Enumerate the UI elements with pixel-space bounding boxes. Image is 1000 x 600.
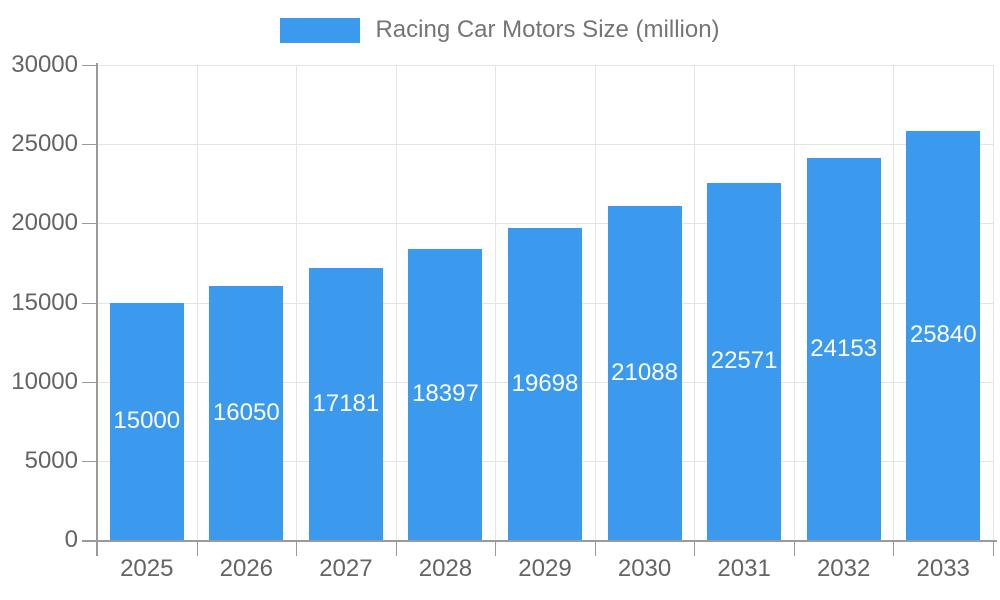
- x-axis-line: [82, 540, 997, 542]
- bar[interactable]: [806, 157, 881, 540]
- x-axis-label: 2031: [717, 555, 771, 582]
- y-axis-label: 0: [64, 526, 78, 553]
- x-axis-label: 2033: [916, 555, 970, 582]
- x-axis-tick: [495, 540, 497, 556]
- legend-swatch: [280, 17, 361, 43]
- x-axis-label: 2027: [319, 555, 373, 582]
- x-axis-tick: [694, 540, 696, 556]
- x-axis-label: 2025: [120, 555, 174, 582]
- x-axis-tick: [594, 540, 596, 556]
- legend-label: Racing Car Motors Size (million): [375, 16, 720, 43]
- x-axis-tick: [793, 540, 795, 556]
- x-gridline: [495, 65, 497, 540]
- y-axis-tick: [82, 302, 97, 304]
- y-gridline: [97, 223, 993, 225]
- y-axis-tick: [82, 65, 97, 66]
- y-axis-tick: [82, 381, 97, 383]
- bar[interactable]: [209, 285, 284, 540]
- chart-legend[interactable]: Racing Car Motors Size (million): [0, 16, 1000, 44]
- bar[interactable]: [109, 302, 184, 540]
- bar[interactable]: [906, 130, 981, 540]
- x-axis-label: 2026: [219, 555, 274, 582]
- x-gridline: [296, 65, 298, 540]
- bar[interactable]: [408, 248, 483, 540]
- y-axis-label: 10000: [11, 367, 78, 395]
- x-axis-tick: [196, 540, 198, 556]
- bar[interactable]: [508, 228, 582, 540]
- x-axis-label: 2029: [518, 555, 572, 582]
- y-gridline: [97, 144, 993, 146]
- x-gridline: [395, 65, 397, 540]
- x-gridline: [196, 65, 198, 540]
- x-gridline: [893, 65, 895, 540]
- y-axis-tick: [82, 223, 97, 225]
- x-gridline: [594, 65, 596, 540]
- y-axis-line: [96, 63, 98, 556]
- y-axis-tick: [82, 460, 97, 462]
- y-axis-label: 25000: [11, 130, 78, 158]
- y-axis-label: 20000: [11, 209, 78, 237]
- x-axis-tick: [993, 540, 994, 556]
- x-gridline: [793, 65, 795, 540]
- y-axis-label: 30000: [11, 51, 78, 78]
- y-axis-tick: [82, 144, 97, 146]
- bar[interactable]: [707, 182, 782, 540]
- x-axis-label: 2032: [816, 555, 871, 582]
- x-gridline: [993, 65, 994, 540]
- y-axis-label: 5000: [24, 446, 78, 474]
- x-axis-label: 2030: [617, 555, 672, 582]
- x-axis-tick: [296, 540, 298, 556]
- x-axis-label: 2028: [418, 555, 473, 582]
- bar[interactable]: [308, 267, 383, 540]
- x-axis-tick: [395, 540, 397, 556]
- bar[interactable]: [607, 206, 682, 540]
- y-gridline: [97, 65, 993, 66]
- x-gridline: [694, 65, 696, 540]
- y-axis-label: 15000: [11, 288, 78, 316]
- x-axis-tick: [893, 540, 895, 556]
